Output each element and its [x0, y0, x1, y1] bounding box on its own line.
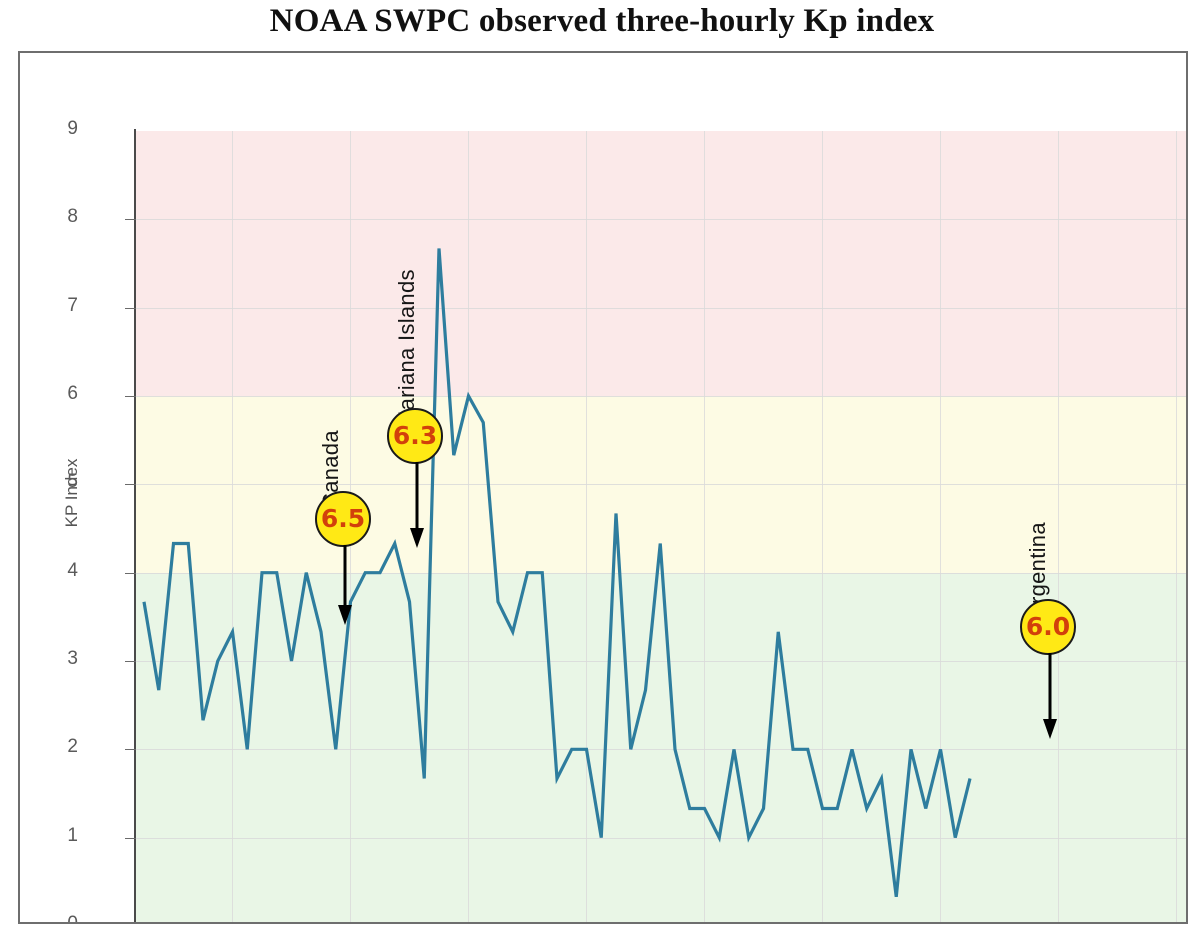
y-tick-label: 3 [67, 648, 78, 669]
y-tick-label: 9 [67, 118, 78, 139]
plot-area [136, 131, 1186, 922]
band-storm [136, 131, 1186, 396]
y-tick-mark [125, 837, 136, 839]
y-tick-label: 2 [67, 736, 78, 758]
gridline-h [136, 307, 1186, 309]
y-tick-mark [125, 661, 136, 662]
page-title: NOAA SWPC observed three-hourly Kp index [269, 3, 935, 39]
annotation-canada-arrow [338, 545, 352, 625]
gridline-v [586, 131, 587, 922]
gridline-h [136, 837, 1186, 839]
gridline-h [136, 749, 1186, 751]
y-tick-label: 0 [67, 913, 78, 924]
annotation-mariana-islands-arrow [410, 462, 424, 548]
gridline-v [232, 131, 233, 922]
y-tick-label: 1 [67, 824, 78, 846]
annotation-mariana-islands-label: Mariana Islands [394, 269, 419, 429]
annotation-argentina-badge: 6.0 [1020, 599, 1076, 655]
gridline-v [704, 131, 705, 922]
annotation-canada-badge: 6.5 [315, 491, 371, 547]
y-tick-label: 4 [67, 559, 78, 581]
gridline-h [136, 396, 1186, 397]
band-quiet [136, 572, 1186, 922]
y-tick-mark [125, 749, 136, 751]
series-kp-line [142, 248, 972, 898]
gridline-v [1176, 131, 1177, 922]
y-tick-mark [125, 396, 136, 397]
y-axis-title: KP Index [62, 458, 81, 528]
y-tick-label: 6 [67, 383, 78, 404]
gridline-v [1058, 131, 1059, 922]
gridline-v [468, 131, 469, 922]
gridline-h [136, 219, 1186, 221]
y-tick-mark [125, 307, 136, 309]
y-tick-mark [125, 484, 136, 486]
y-tick-label: 7 [67, 294, 78, 316]
annotation-argentina-arrow [1043, 653, 1057, 739]
gridline-v [822, 131, 823, 922]
gridline-v [940, 131, 941, 922]
figure-frame: KP Index [18, 51, 1188, 924]
y-tick-label: 5 [67, 471, 78, 493]
y-tick-mark [125, 219, 136, 221]
annotation-mariana-islands-badge: 6.3 [387, 408, 443, 464]
gridline-h [136, 661, 1186, 662]
y-axis-line [134, 129, 136, 922]
y-tick-mark [125, 572, 136, 574]
gridline-h [136, 484, 1186, 486]
y-tick-label: 8 [67, 206, 78, 228]
